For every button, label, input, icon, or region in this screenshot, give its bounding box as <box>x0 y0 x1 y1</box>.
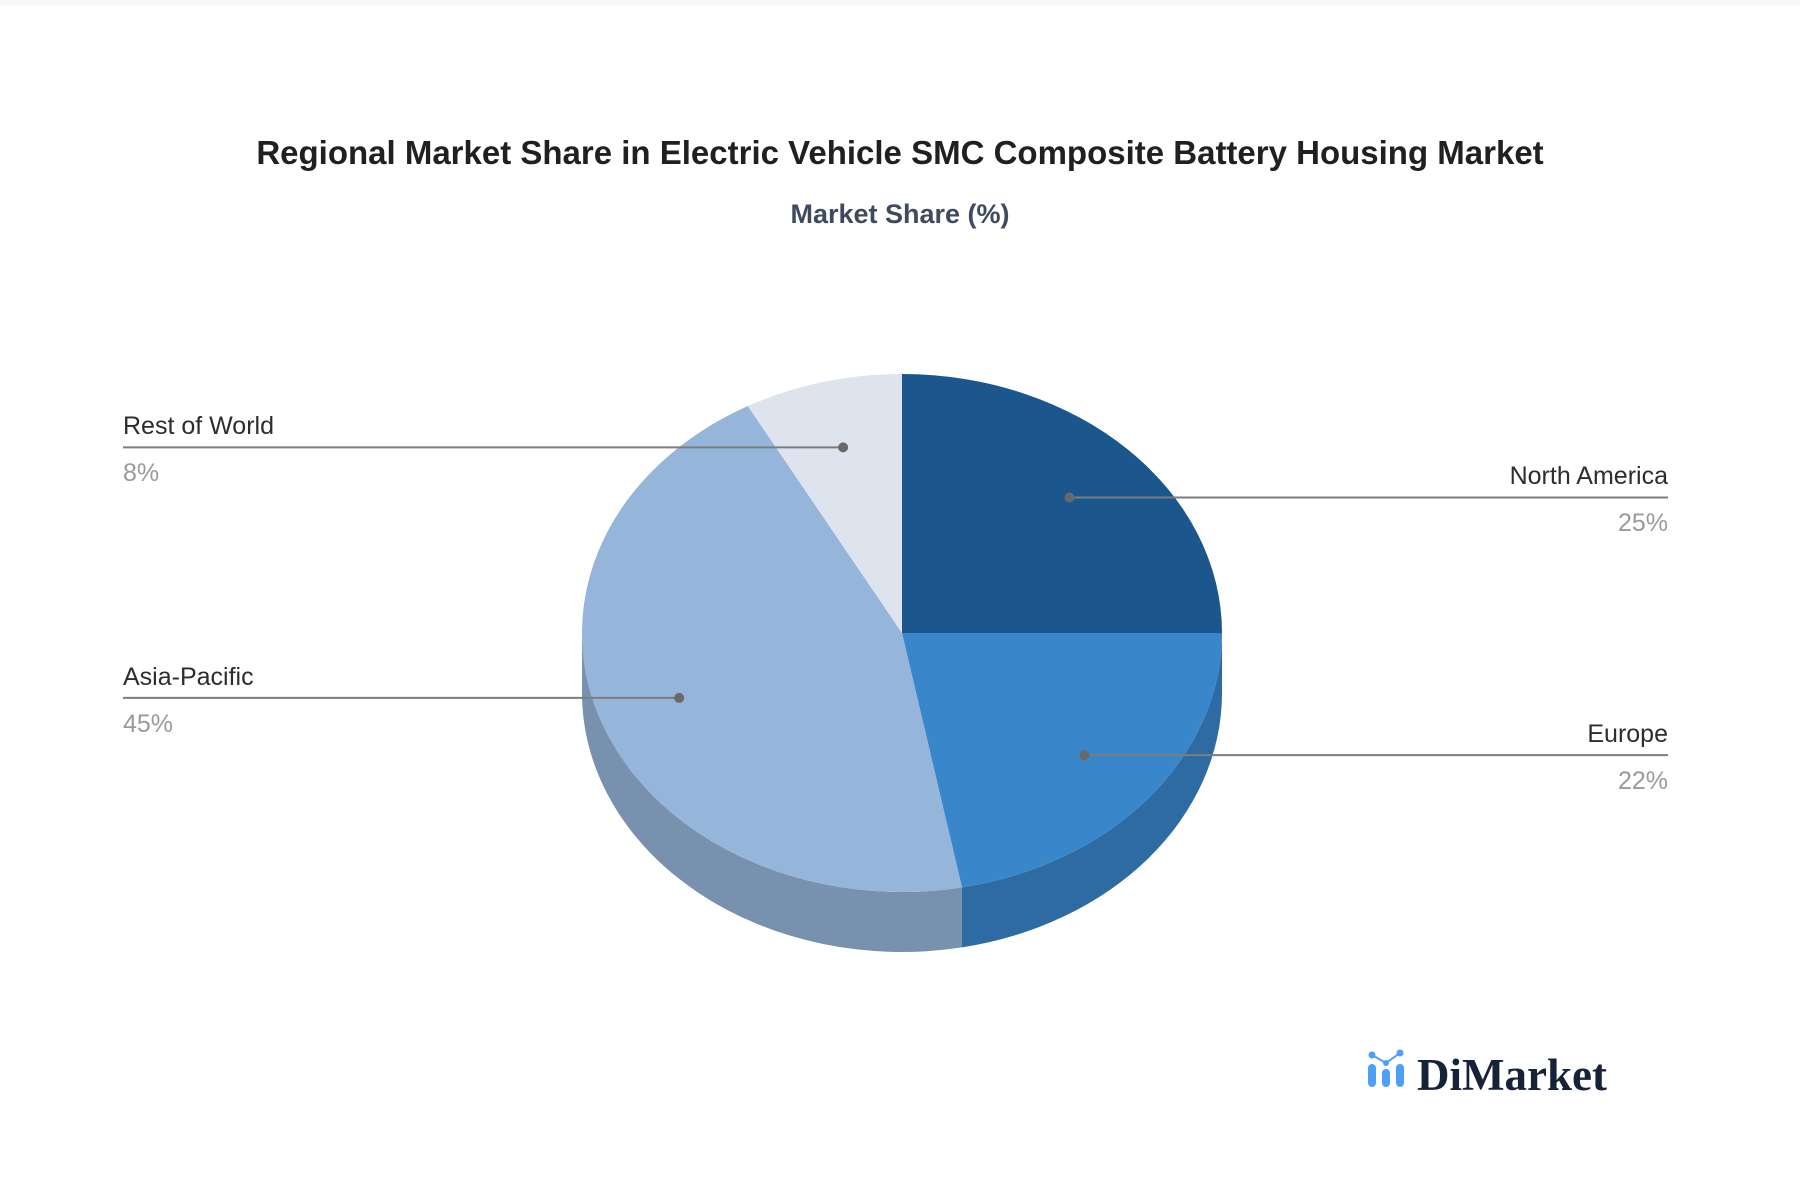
slice-value-europe: 22% <box>1617 767 1668 796</box>
bar-chart-trend-icon <box>1368 1049 1404 1087</box>
pie-slice-europe[interactable] <box>902 633 1222 888</box>
pie-slice-side-europe <box>961 633 1222 948</box>
pie-slice-asia-pacific[interactable] <box>581 406 962 893</box>
leader-dot-asia-pacific <box>674 692 685 703</box>
leader-dot-europe <box>1079 750 1090 761</box>
pie-slice-north-america[interactable] <box>902 374 1222 633</box>
chart-title: Regional Market Share in Electric Vehicl… <box>256 134 1544 171</box>
slice-label-europe: Europe <box>1587 720 1668 749</box>
chart-subtitle: Market Share (%) <box>790 199 1010 229</box>
slice-label-asia-pacific: Asia-Pacific <box>123 662 254 691</box>
slice-value-asia-pacific: 45% <box>123 709 174 738</box>
pie-slice-side-asia-pacific <box>582 633 962 952</box>
brand-name: DiMarket <box>1417 1050 1607 1100</box>
slice-label-north-america: North America <box>1509 462 1668 491</box>
pie-slice-rest-of-world[interactable] <box>747 374 902 633</box>
top-strip <box>0 0 1800 5</box>
brand-logo: DiMarket <box>1367 1049 1707 1107</box>
leader-dot-north-america <box>1064 492 1075 503</box>
leader-dot-rest-of-world <box>838 442 849 453</box>
slice-value-rest-of-world: 8% <box>123 459 160 488</box>
slice-label-rest-of-world: Rest of World <box>123 412 274 441</box>
slice-value-north-america: 25% <box>1617 509 1668 538</box>
